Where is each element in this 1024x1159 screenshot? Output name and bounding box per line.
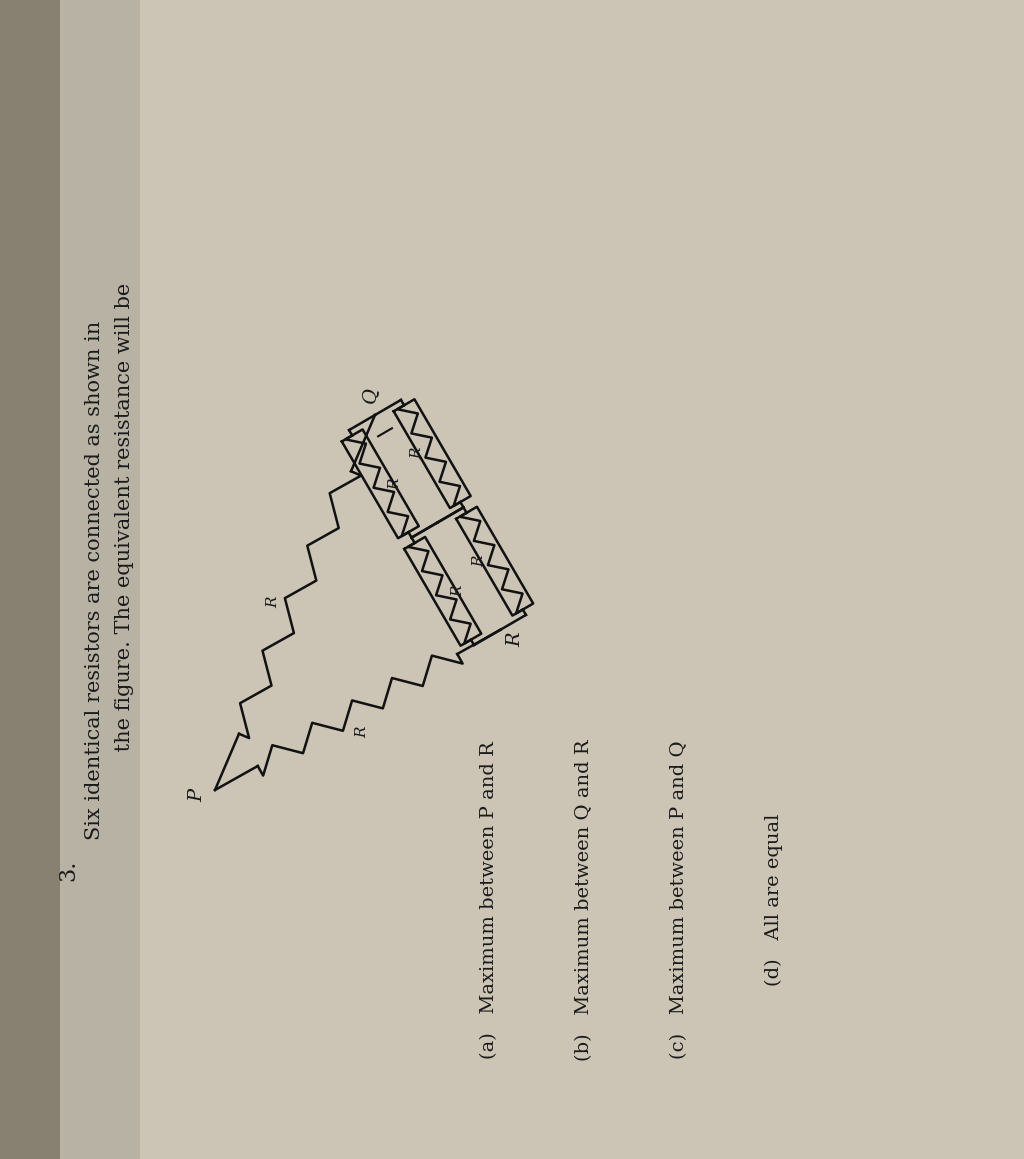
Text: (d)   All are equal: (d) All are equal: [765, 814, 783, 986]
Text: Six identical resistors are connected as shown in: Six identical resistors are connected as…: [85, 320, 104, 839]
Text: Q: Q: [361, 387, 379, 403]
Text: R: R: [506, 633, 524, 648]
Text: R: R: [388, 478, 402, 489]
Text: R: R: [266, 597, 280, 608]
Bar: [60, 0, 140, 1159]
Text: R: R: [451, 585, 465, 597]
Text: (a)   Maximum between P and R: (a) Maximum between P and R: [480, 741, 498, 1059]
Text: R: R: [411, 447, 424, 459]
Text: R: R: [473, 555, 486, 567]
Text: 3.: 3.: [57, 859, 79, 881]
Text: (b)   Maximum between Q and R: (b) Maximum between Q and R: [575, 739, 593, 1060]
Text: (c)   Maximum between P and Q: (c) Maximum between P and Q: [670, 741, 688, 1059]
Text: the figure. The equivalent resistance will be: the figure. The equivalent resistance wi…: [116, 283, 134, 778]
Bar: [0, 0, 60, 1159]
Text: R: R: [355, 727, 370, 738]
Text: P: P: [188, 788, 206, 802]
